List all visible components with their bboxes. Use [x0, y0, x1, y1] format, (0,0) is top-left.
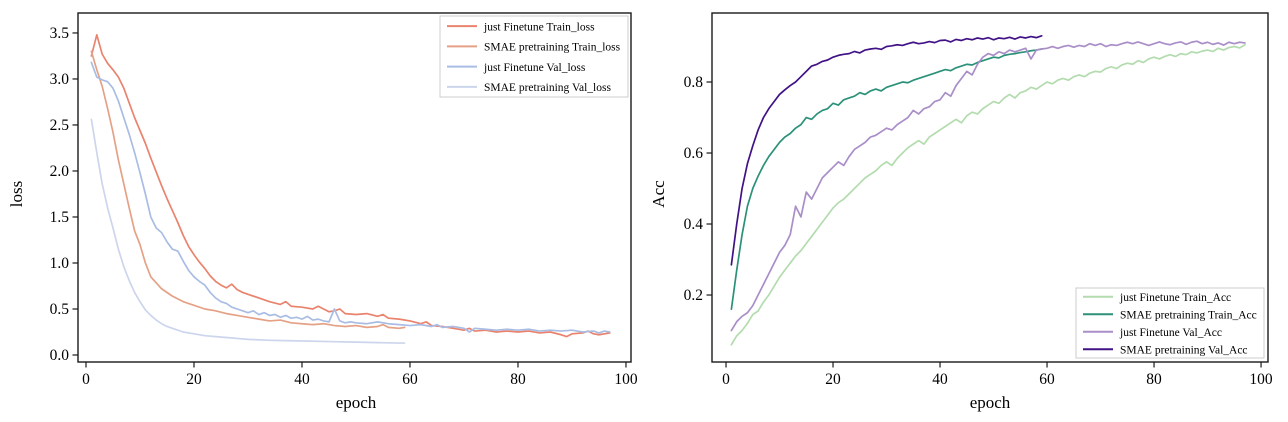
x-tick-label: 20: [186, 371, 202, 388]
y-tick-label: 1.0: [50, 255, 70, 272]
series-smae-pretraining-val-loss: [90, 118, 406, 344]
y-tick-label: 0.0: [50, 347, 70, 364]
legend-label-smae-pretraining-train-loss: SMAE pretraining Train_loss: [484, 42, 621, 54]
x-tick-label: 80: [1146, 371, 1162, 388]
y-tick-label: 0.4: [684, 216, 704, 233]
x-axis-label: epoch: [970, 393, 1011, 412]
y-tick-label: 0.2: [684, 287, 703, 304]
loss-chart-legend: just Finetune Train_loss SMAE pretraining…: [439, 15, 629, 98]
legend-label-smae-pretraining-val-loss: SMAE pretraining Val_loss: [484, 82, 611, 94]
legend-label-smae-pretraining-val-acc: SMAE pretraining Val_Acc: [1120, 344, 1248, 356]
y-tick-label: 3.5: [50, 25, 70, 42]
y-tick-label: 0.6: [684, 145, 704, 162]
x-tick-label: 60: [1039, 371, 1055, 388]
series-smae-pretraining-val-acc: [730, 35, 1043, 266]
legend-label-just-finetune-train-acc: just Finetune Train_Acc: [1119, 292, 1231, 304]
loss-chart-svg: 0 20 40 60 80 100 0.0 0.5 1.0 1.5 2.0 2.5 3.0 3.5 epoc…: [7, 12, 638, 412]
acc-chart-legend: just Finetune Train_Acc SMAE pretraining …: [1075, 287, 1265, 359]
x-tick-label: 60: [402, 371, 418, 388]
x-tick-label: 100: [614, 371, 638, 388]
legend-box: [439, 15, 629, 98]
y-tick-label: 2.5: [50, 117, 70, 134]
x-tick-label: 20: [825, 371, 841, 388]
y-tick-label: 0.8: [684, 74, 704, 91]
series-just-finetune-val-acc: [730, 40, 1246, 332]
acc-chart-svg: 0 20 40 60 80 100 0.2 0.4 0.6 0.8 epoch Acc just Fin…: [649, 12, 1273, 412]
legend-label-just-finetune-val-loss: just Finetune Val_loss: [483, 62, 586, 74]
y-tick-label: 2.0: [50, 163, 70, 180]
legend-label-just-finetune-val-acc: just Finetune Val_Acc: [1119, 327, 1222, 339]
series-just-finetune-train-loss: [90, 33, 611, 338]
x-tick-label: 40: [294, 371, 310, 388]
series-just-finetune-val-loss: [90, 61, 611, 334]
legend-label-just-finetune-train-loss: just Finetune Train_loss: [483, 21, 595, 33]
x-tick-label: 80: [510, 371, 526, 388]
y-axis-label: Acc: [649, 180, 668, 208]
x-tick-label: 0: [722, 371, 730, 388]
y-axis-label: loss: [7, 181, 26, 207]
acc-chart: 0 20 40 60 80 100 0.2 0.4 0.6 0.8 epoch Acc just Fin…: [644, 0, 1288, 422]
legend-label-smae-pretraining-train-acc: SMAE pretraining Train_Acc: [1120, 309, 1257, 321]
y-tick-label: 0.5: [50, 301, 70, 318]
x-tick-label: 40: [932, 371, 948, 388]
y-tick-label: 1.5: [50, 209, 70, 226]
x-tick-label: 0: [82, 371, 90, 388]
legend-box: [1075, 287, 1265, 359]
x-tick-label: 100: [1249, 371, 1273, 388]
y-tick-label: 3.0: [50, 71, 70, 88]
series-smae-pretraining-train-loss: [90, 50, 406, 330]
loss-chart: 0 20 40 60 80 100 0.0 0.5 1.0 1.5 2.0 2.5 3.0 3.5 epoc…: [7, 12, 638, 412]
x-axis-label: epoch: [336, 393, 377, 412]
series-just-finetune-train-acc: [730, 43, 1246, 346]
series-smae-pretraining-train-acc: [730, 48, 1043, 311]
